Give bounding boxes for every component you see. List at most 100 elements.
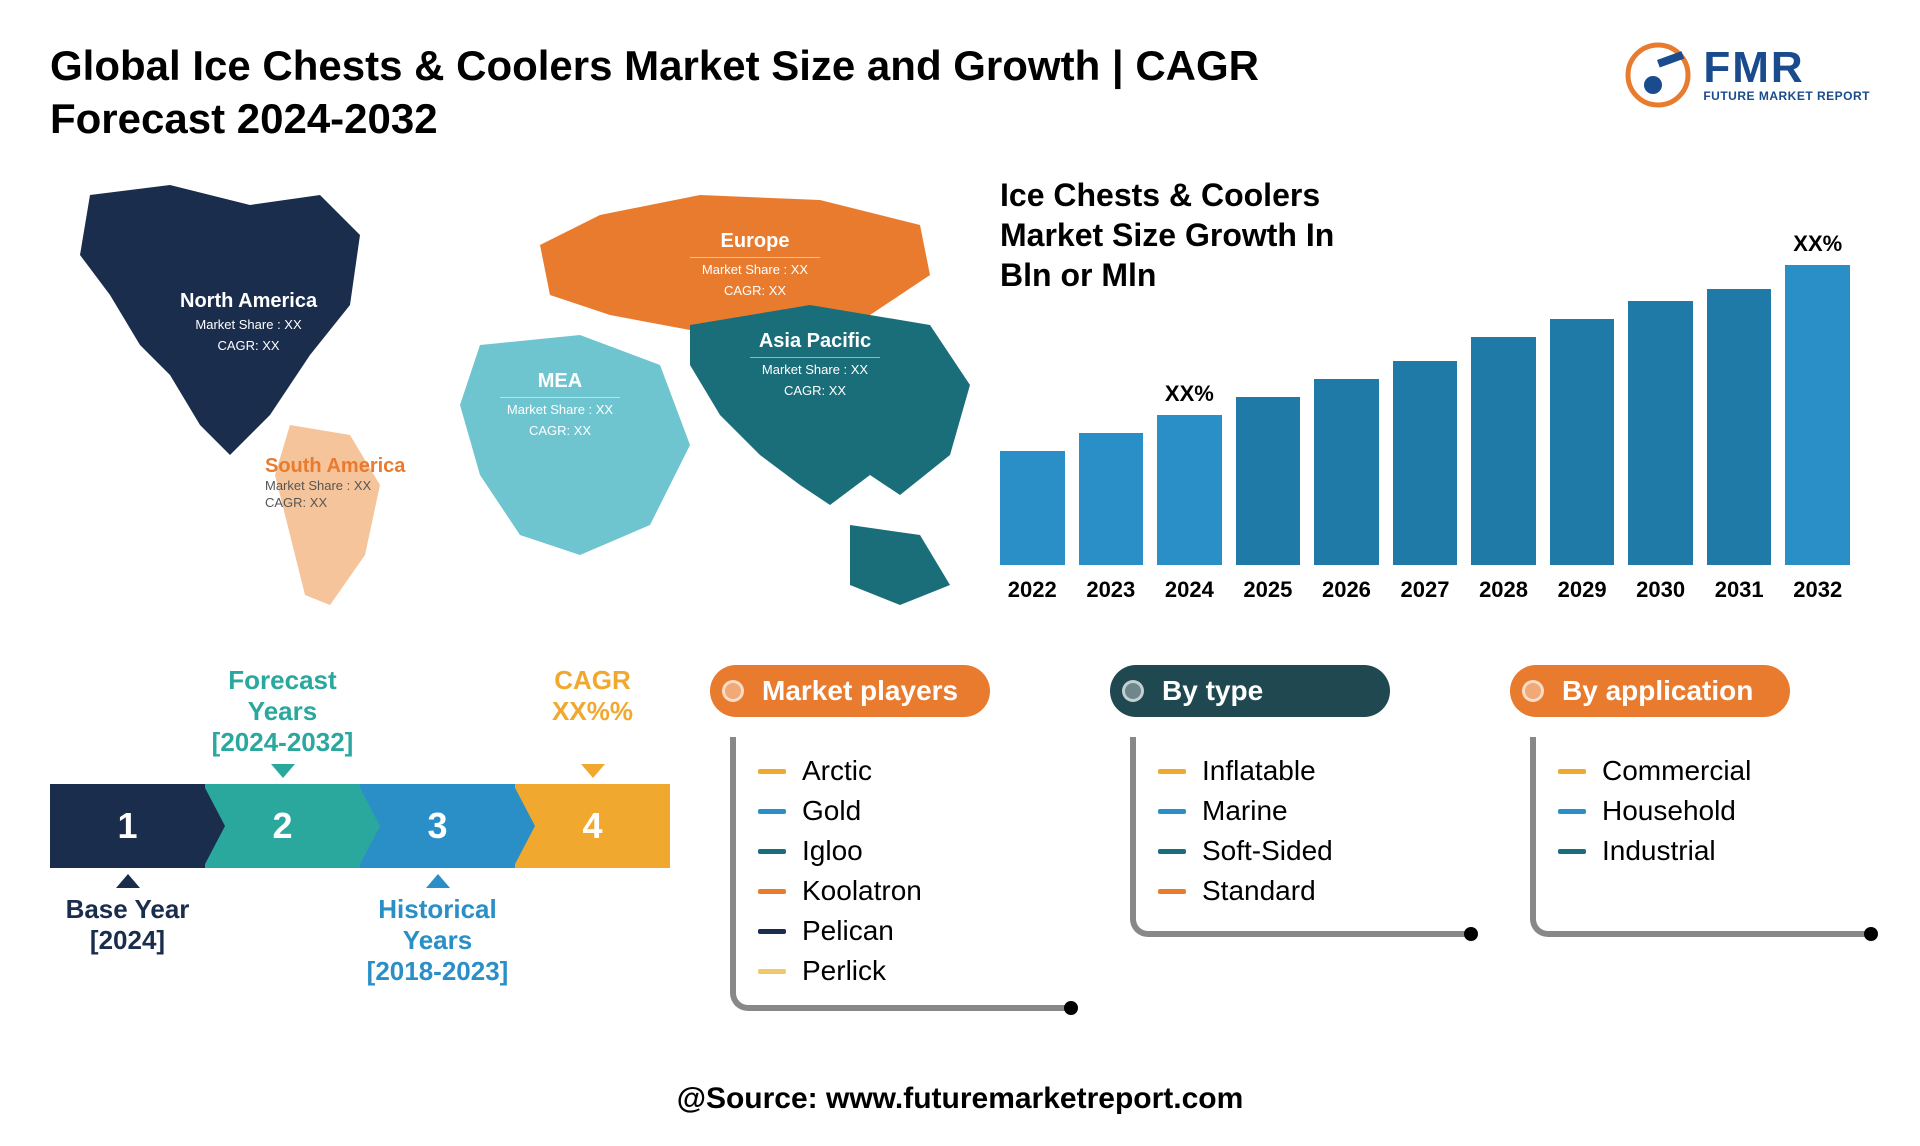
list-item-label: Koolatron: [802, 875, 922, 907]
list-item-label: Igloo: [802, 835, 863, 867]
region-na-name: North America: [180, 290, 317, 313]
list-item: Soft-Sided: [1158, 831, 1470, 871]
list-item-label: Pelican: [802, 915, 894, 947]
list-item: Gold: [758, 791, 1070, 831]
timeline-seg-3: 3: [360, 784, 515, 868]
timeline-seg-2: 2: [205, 784, 360, 868]
tick-icon: [1558, 769, 1586, 774]
bar-year-label: 2031: [1715, 577, 1764, 603]
region-mea-name: MEA: [500, 370, 620, 393]
list-item-label: Household: [1602, 795, 1736, 827]
region-na-share: Market Share : XX: [180, 317, 317, 334]
region-mea-share: Market Share : XX: [500, 402, 620, 419]
bar-year-label: 2024: [1165, 577, 1214, 603]
tl-forecast-label: Forecast Years[2024-2032]: [205, 665, 360, 758]
bar-year-label: 2030: [1636, 577, 1685, 603]
world-map: North America Market Share : XX CAGR: XX…: [50, 175, 970, 605]
bar-year-label: 2032: [1793, 577, 1842, 603]
timeline-seg-1: 1: [50, 784, 205, 868]
tick-icon: [758, 809, 786, 814]
list-item-label: Soft-Sided: [1202, 835, 1333, 867]
region-ap-name: Asia Pacific: [750, 330, 880, 353]
list-item: Arctic: [758, 751, 1070, 791]
bar-2022: 2022: [1000, 451, 1065, 565]
region-sa-name: South America: [265, 455, 405, 478]
region-sa-cagr: CAGR: XX: [265, 495, 405, 512]
bar-2030: 2030: [1628, 301, 1693, 565]
tick-icon: [758, 929, 786, 934]
list-item: Igloo: [758, 831, 1070, 871]
bar-year-label: 2028: [1479, 577, 1528, 603]
region-ap-share: Market Share : XX: [750, 362, 880, 379]
list-item: Inflatable: [1158, 751, 1470, 791]
list-item: Perlick: [758, 951, 1070, 991]
list-item: Pelican: [758, 911, 1070, 951]
bar-year-label: 2029: [1558, 577, 1607, 603]
bar-2023: 2023: [1079, 433, 1144, 565]
source-text: @Source: www.futuremarketreport.com: [0, 1082, 1920, 1116]
region-ap-cagr: CAGR: XX: [750, 383, 880, 400]
logo-subtext: FUTURE MARKET REPORT: [1703, 89, 1870, 103]
tick-icon: [1558, 849, 1586, 854]
bar-2027: 2027: [1393, 361, 1458, 565]
tick-icon: [758, 849, 786, 854]
region-eu-name: Europe: [690, 230, 820, 253]
by-type-pill: By type: [1110, 665, 1390, 717]
tick-icon: [1158, 849, 1186, 854]
region-eu-share: Market Share : XX: [690, 262, 820, 279]
bar-2026: 2026: [1314, 379, 1379, 565]
list-item-label: Inflatable: [1202, 755, 1316, 787]
list-item: Industrial: [1558, 831, 1870, 871]
bar-2031: 2031: [1707, 289, 1772, 565]
list-item-label: Arctic: [802, 755, 872, 787]
fmr-logo: FMR FUTURE MARKET REPORT: [1623, 40, 1870, 110]
tick-icon: [758, 769, 786, 774]
by-application-pill: By application: [1510, 665, 1790, 717]
list-item: Household: [1558, 791, 1870, 831]
list-item-label: Commercial: [1602, 755, 1751, 787]
list-item-label: Industrial: [1602, 835, 1716, 867]
bar-2032: 2032XX%: [1785, 265, 1850, 565]
bar-2025: 2025: [1236, 397, 1301, 565]
tick-icon: [758, 889, 786, 894]
bullet-icon: [1122, 680, 1144, 702]
bar-2028: 2028: [1471, 337, 1536, 565]
growth-bar-chart: Ice Chests & Coolers Market Size Growth …: [1000, 175, 1870, 605]
bar-year-label: 2023: [1086, 577, 1135, 603]
list-item-label: Gold: [802, 795, 861, 827]
bar-pct-label: XX%: [1793, 231, 1842, 257]
tl-base-label: Base Year[2024]: [50, 894, 205, 987]
tick-icon: [1158, 809, 1186, 814]
telescope-icon: [1623, 40, 1693, 110]
tick-icon: [1158, 769, 1186, 774]
bullet-icon: [1522, 680, 1544, 702]
bar-year-label: 2025: [1243, 577, 1292, 603]
bar-2024: 2024XX%: [1157, 415, 1222, 565]
bar-pct-label: XX%: [1165, 381, 1214, 407]
bar-year-label: 2026: [1322, 577, 1371, 603]
market-players-pill: Market players: [710, 665, 990, 717]
page-title: Global Ice Chests & Coolers Market Size …: [50, 40, 1350, 145]
logo-text: FMR: [1703, 47, 1870, 89]
list-item: Marine: [1158, 791, 1470, 831]
tl-cagr-label: CAGRXX%%: [515, 665, 670, 758]
timeline-infographic: Forecast Years[2024-2032] CAGRXX%% 1234 …: [50, 665, 670, 987]
list-item: Koolatron: [758, 871, 1070, 911]
bar-2029: 2029: [1550, 319, 1615, 565]
by-type-column: By type Inflatable Marine Soft-Sided Standa…: [1110, 665, 1470, 937]
tick-icon: [1158, 889, 1186, 894]
bullet-icon: [722, 680, 744, 702]
south-america-shape: [250, 415, 400, 615]
region-mea-cagr: CAGR: XX: [500, 423, 620, 440]
market-players-column: Market players Arctic Gold Igloo Koolatron P…: [710, 665, 1070, 1011]
list-item-label: Standard: [1202, 875, 1316, 907]
bar-year-label: 2027: [1401, 577, 1450, 603]
region-na-cagr: CAGR: XX: [180, 338, 317, 355]
tick-icon: [758, 969, 786, 974]
list-item-label: Marine: [1202, 795, 1288, 827]
timeline-seg-4: 4: [515, 784, 670, 868]
region-sa-share: Market Share : XX: [265, 478, 405, 495]
list-item: Commercial: [1558, 751, 1870, 791]
list-item: Standard: [1158, 871, 1470, 911]
list-item-label: Perlick: [802, 955, 886, 987]
